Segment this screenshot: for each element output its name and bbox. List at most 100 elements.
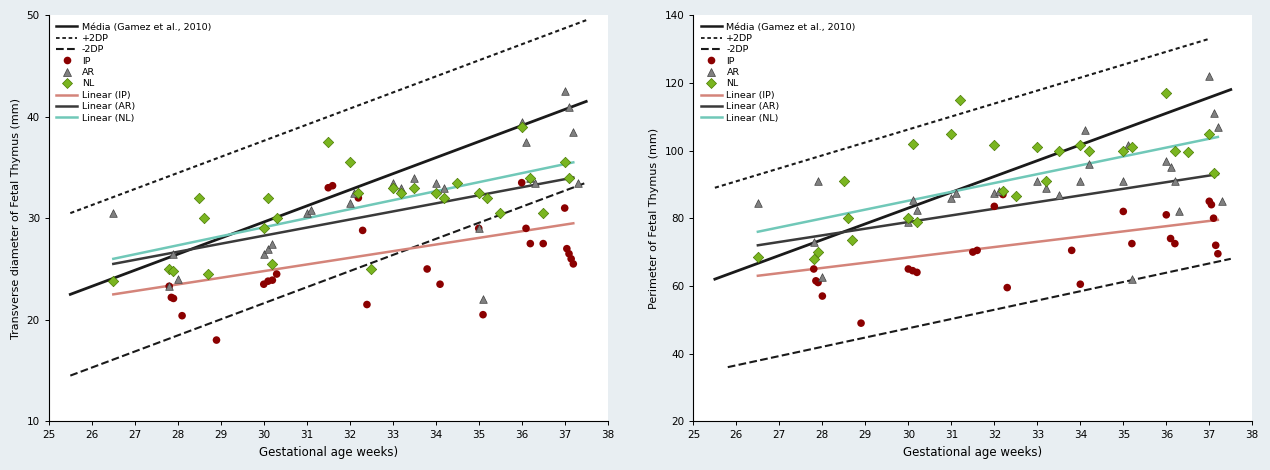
Point <box>813 274 833 281</box>
Y-axis label: Transverse diameter of Fetal Thymus (mm): Transverse diameter of Fetal Thymus (mm) <box>11 98 22 339</box>
Point <box>434 194 455 202</box>
Point <box>103 209 123 217</box>
Point <box>267 214 287 222</box>
Point <box>1165 177 1185 185</box>
Point <box>1208 250 1228 258</box>
Point <box>1204 110 1224 117</box>
Point <box>966 247 987 254</box>
Point <box>478 194 498 202</box>
Point <box>472 296 493 303</box>
Point <box>808 177 828 185</box>
Point <box>323 182 343 189</box>
Point <box>193 214 213 222</box>
Point <box>521 174 541 181</box>
Point <box>805 277 826 285</box>
Point <box>898 265 918 273</box>
Point <box>997 284 1017 291</box>
Point <box>472 311 493 319</box>
Legend: Média (Gamez et al., 2010), +2DP, -2DP, IP, AR, NL, Linear (IP), Linear (AR), Li: Média (Gamez et al., 2010), +2DP, -2DP, … <box>698 20 859 125</box>
Point <box>1165 147 1185 154</box>
Point <box>1027 177 1048 185</box>
Point <box>417 265 437 273</box>
Point <box>262 276 282 284</box>
Point <box>563 128 583 136</box>
Point <box>898 214 918 222</box>
Point <box>525 179 545 187</box>
Point <box>1049 191 1069 198</box>
Point <box>993 188 1013 195</box>
Point <box>1078 160 1099 168</box>
Point <box>512 123 532 131</box>
Point <box>318 138 338 146</box>
Point <box>1199 130 1219 137</box>
Point <box>1204 169 1224 176</box>
Point <box>808 279 828 286</box>
Point <box>1161 164 1181 171</box>
Point <box>339 158 359 166</box>
Point <box>206 337 226 344</box>
Point <box>161 294 182 301</box>
Point <box>1071 177 1091 185</box>
Point <box>521 174 541 181</box>
Point <box>984 203 1005 210</box>
Point <box>945 189 965 196</box>
Point <box>563 260 583 268</box>
Point <box>469 225 489 232</box>
Y-axis label: Perimeter of Fetal Thymus (mm): Perimeter of Fetal Thymus (mm) <box>649 128 659 309</box>
Point <box>1078 147 1099 154</box>
Point <box>1121 143 1142 151</box>
Point <box>297 209 318 217</box>
Point <box>808 248 828 256</box>
Point <box>1201 201 1222 208</box>
Point <box>447 179 467 187</box>
Point <box>1199 72 1219 80</box>
Point <box>391 184 411 191</box>
Point <box>748 199 768 207</box>
Point <box>804 255 824 263</box>
Point <box>512 118 532 125</box>
Point <box>555 204 575 212</box>
Point <box>559 174 579 181</box>
Point <box>1212 197 1232 205</box>
Point <box>898 218 918 225</box>
Point <box>813 292 833 300</box>
Point <box>1113 147 1133 154</box>
Point <box>1121 275 1142 283</box>
Point <box>198 270 218 278</box>
Point <box>258 194 278 202</box>
Point <box>1205 242 1226 249</box>
Point <box>1161 235 1181 242</box>
Point <box>254 281 274 288</box>
Point <box>1006 192 1026 200</box>
Point <box>258 245 278 252</box>
Point <box>382 184 403 191</box>
Point <box>1113 208 1133 215</box>
Point <box>984 189 1005 196</box>
Point <box>1121 240 1142 247</box>
Point <box>748 253 768 261</box>
Point <box>555 87 575 95</box>
Point <box>262 240 282 247</box>
Point <box>516 225 536 232</box>
Point <box>425 179 446 187</box>
Point <box>1165 240 1185 247</box>
Point <box>339 199 359 207</box>
Point <box>348 189 368 196</box>
Point <box>434 184 455 191</box>
X-axis label: Gestational age weeks): Gestational age weeks) <box>903 446 1043 459</box>
Point <box>993 191 1013 198</box>
Point <box>164 267 184 275</box>
Point <box>533 209 554 217</box>
Point <box>1049 147 1069 154</box>
Point <box>361 265 381 273</box>
Point <box>404 174 424 181</box>
Legend: Média (Gamez et al., 2010), +2DP, -2DP, IP, AR, NL, Linear (IP), Linear (AR), Li: Média (Gamez et al., 2010), +2DP, -2DP, … <box>53 20 215 125</box>
Point <box>903 267 923 274</box>
Point <box>851 320 871 327</box>
Point <box>804 238 824 246</box>
Point <box>838 214 859 222</box>
Point <box>1036 177 1057 185</box>
Point <box>353 227 373 234</box>
Point <box>521 240 541 247</box>
Point <box>344 189 364 196</box>
